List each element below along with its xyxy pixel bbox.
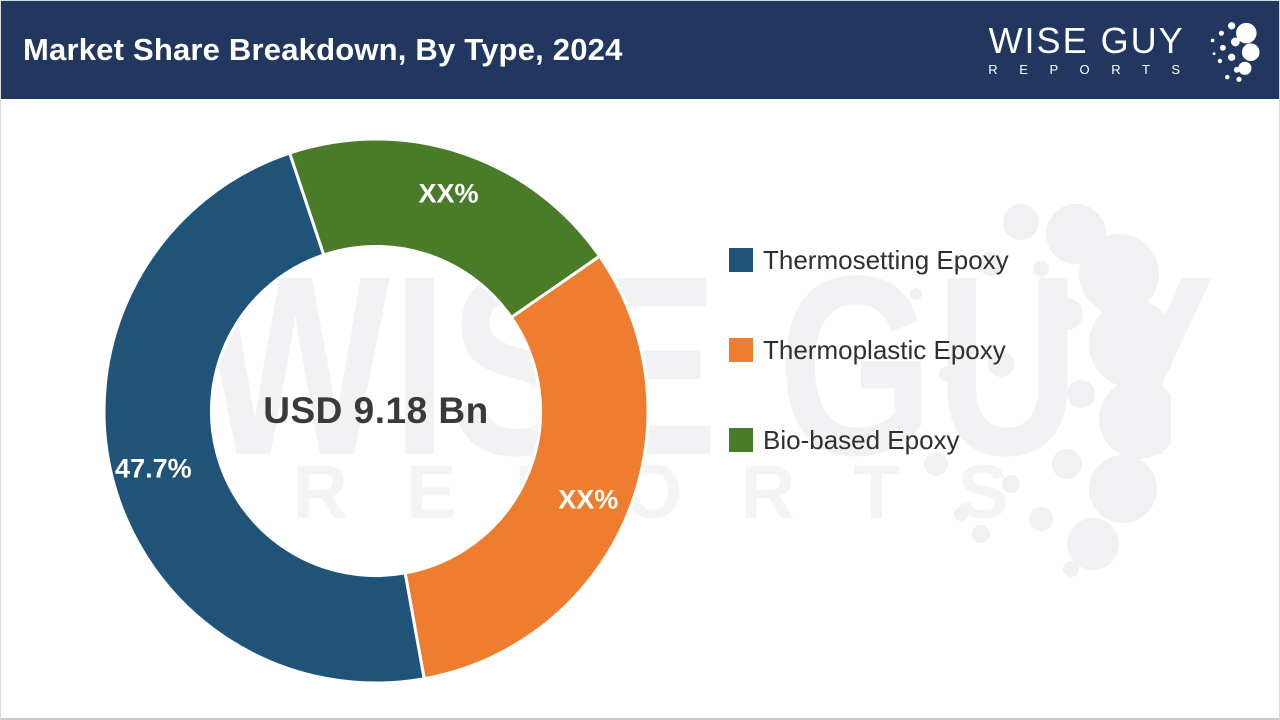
legend-swatch [729,338,753,362]
brand-logo-subtext: R E P O R T S [988,62,1189,77]
chart-center-value: USD 9.18 Bn [263,390,489,431]
brand-logo: WISE GUY R E P O R T S [984,6,1261,94]
pie-slice-thermosetting-epoxy [102,151,427,685]
legend-label: Bio-based Epoxy [763,424,960,455]
legend-item: Thermoplastic Epoxy [729,335,1009,365]
legend-label: Thermosetting Epoxy [763,244,1009,275]
legend-swatch [729,428,753,452]
brand-face-dots-icon [1210,22,1260,82]
pie-slice-thermoplastic-epoxy [403,254,650,681]
slice-label: XX% [419,178,479,208]
page-title: Market Share Breakdown, By Type, 2024 [23,32,623,67]
slice-label: 47.7% [115,453,192,483]
legend-item: Thermosetting Epoxy [729,245,1009,275]
slice-label: XX% [558,485,618,515]
brand-logo-text: WISE GUY [988,20,1185,61]
pie-slice-bio-based-epoxy [287,137,602,320]
legend-label: Thermoplastic Epoxy [763,334,1006,365]
donut-chart: 47.7% XX% XX% [102,137,650,685]
header-bar: Market Share Breakdown, By Type, 2024 WI… [1,1,1279,99]
chart-legend: Thermosetting Epoxy Thermoplastic Epoxy … [729,245,1009,518]
legend-swatch [729,248,753,272]
legend-item: Bio-based Epoxy [729,425,1009,455]
